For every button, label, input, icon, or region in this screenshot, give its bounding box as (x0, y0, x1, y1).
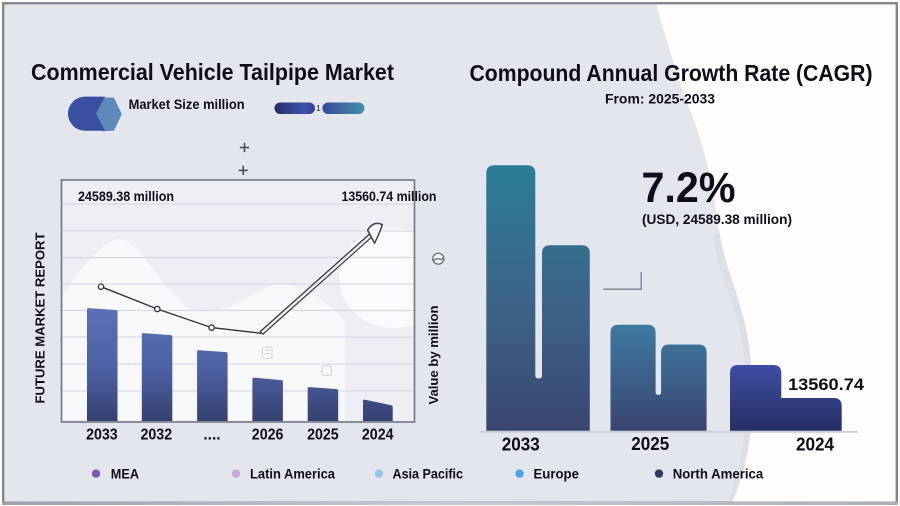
svg-text:FUTURE MARKET REPORT: FUTURE MARKET REPORT (33, 232, 47, 403)
svg-text:From: 2025-2033: From: 2025-2033 (605, 91, 715, 107)
svg-text:Latin America: Latin America (250, 466, 335, 482)
svg-text:2033: 2033 (502, 433, 540, 454)
svg-text:2025: 2025 (631, 433, 669, 454)
svg-text:Asia Pacific: Asia Pacific (393, 466, 464, 482)
svg-text:Compound Annual Growth Rate (C: Compound Annual Growth Rate (CAGR) (470, 60, 873, 86)
svg-text:....: .... (203, 427, 220, 444)
svg-text:2024: 2024 (796, 433, 835, 454)
svg-text:7.2%: 7.2% (642, 164, 736, 212)
svg-text:2025: 2025 (307, 427, 339, 444)
svg-text:Market Size million: Market Size million (129, 97, 245, 112)
svg-text:Europe: Europe (534, 466, 580, 482)
svg-text:North America: North America (673, 466, 764, 482)
svg-text:Commercial Vehicle Tailpipe Ma: Commercial Vehicle Tailpipe Market (31, 59, 394, 85)
svg-text:13560.74 million: 13560.74 million (342, 189, 437, 204)
svg-text:2032: 2032 (141, 427, 173, 444)
svg-text:(USD, 24589.38 million): (USD, 24589.38 million) (642, 212, 792, 227)
svg-text:2026: 2026 (252, 427, 284, 444)
svg-text:MEA: MEA (111, 466, 139, 482)
svg-text:2033: 2033 (86, 427, 118, 444)
svg-text:13560.74: 13560.74 (788, 376, 865, 394)
svg-text:Value by million: Value by million (427, 306, 441, 405)
svg-text:2024: 2024 (362, 427, 394, 444)
svg-text:1: 1 (316, 104, 321, 113)
svg-text:24589.38 million: 24589.38 million (78, 189, 174, 204)
